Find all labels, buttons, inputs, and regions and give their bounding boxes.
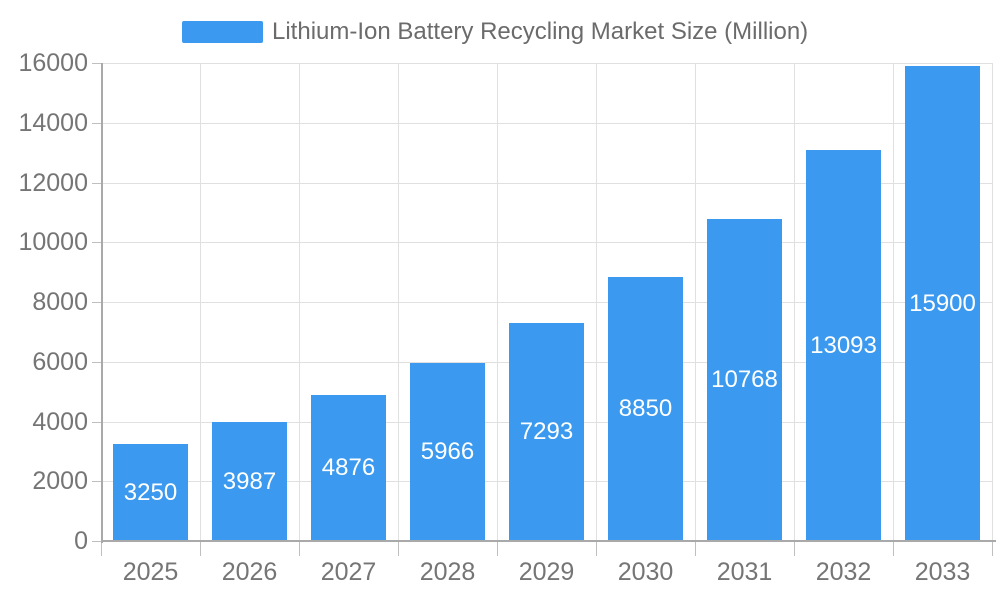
bar-value-label: 10768 <box>711 366 778 393</box>
x-gridline <box>299 63 300 541</box>
y-axis-tick <box>92 481 101 482</box>
y-gridline <box>101 242 992 243</box>
bar-value-label: 15900 <box>909 289 976 317</box>
bar-value-label: 4876 <box>321 454 376 481</box>
x-axis-tick <box>497 542 498 556</box>
x-axis-label: 2033 <box>914 558 971 586</box>
bar-2032[interactable]: 13093 <box>806 150 881 541</box>
bar-value-label: 5966 <box>420 438 475 465</box>
x-axis-tick <box>794 542 795 556</box>
x-axis-label: 2027 <box>320 558 377 586</box>
y-gridline <box>101 183 992 184</box>
bar-2026[interactable]: 3987 <box>212 422 287 541</box>
y-axis-label: 16000 <box>18 49 88 77</box>
x-axis-tick <box>992 542 993 556</box>
y-axis-label: 6000 <box>32 348 88 376</box>
x-gridline <box>695 63 696 541</box>
x-gridline <box>596 63 597 541</box>
x-axis-tick <box>695 542 696 556</box>
y-axis-label: 4000 <box>32 408 88 436</box>
legend-label: Lithium-Ion Battery Recycling Market Siz… <box>272 18 809 45</box>
y-axis-tick <box>92 183 101 184</box>
x-axis-label: 2032 <box>815 558 872 586</box>
x-axis-tick <box>101 542 102 556</box>
bar-2029[interactable]: 7293 <box>509 323 584 541</box>
x-gridline <box>398 63 399 541</box>
y-axis-line <box>101 63 103 543</box>
y-axis-tick <box>92 123 101 124</box>
x-axis-label: 2028 <box>419 558 476 586</box>
x-gridline <box>200 63 201 541</box>
x-axis-label: 2026 <box>221 558 278 586</box>
y-axis-tick <box>92 302 101 303</box>
x-axis-tick <box>200 542 201 556</box>
bar-value-label: 8850 <box>618 395 673 422</box>
y-gridline <box>101 123 992 124</box>
x-axis-label: 2031 <box>716 558 773 586</box>
y-axis-label: 14000 <box>18 109 88 137</box>
x-axis-label: 2025 <box>122 558 179 586</box>
legend-swatch <box>182 21 263 43</box>
bar-2027[interactable]: 4876 <box>311 395 386 541</box>
y-axis-label: 12000 <box>18 169 88 197</box>
x-axis-label: 2029 <box>518 558 575 586</box>
x-axis-line <box>101 540 996 542</box>
y-axis-tick <box>92 63 101 64</box>
y-axis-label: 2000 <box>32 467 88 495</box>
x-axis-tick <box>299 542 300 556</box>
y-gridline <box>101 302 992 303</box>
legend-item[interactable]: Lithium-Ion Battery Recycling Market Siz… <box>182 16 808 48</box>
x-gridline <box>893 63 894 541</box>
y-axis-tick <box>92 242 101 243</box>
bar-2030[interactable]: 8850 <box>608 277 683 541</box>
y-axis-tick <box>92 541 101 542</box>
x-axis-label: 2030 <box>617 558 674 586</box>
x-gridline <box>794 63 795 541</box>
x-axis-tick <box>398 542 399 556</box>
bar-value-label: 3987 <box>222 467 277 495</box>
y-gridline <box>101 63 992 64</box>
x-axis-tick <box>893 542 894 556</box>
y-axis-tick <box>92 422 101 423</box>
x-gridline <box>992 63 993 541</box>
y-axis-label: 8000 <box>32 288 88 316</box>
y-axis-label: 0 <box>74 527 88 555</box>
bar-2031[interactable]: 10768 <box>707 219 782 541</box>
x-axis-tick <box>596 542 597 556</box>
bar-value-label: 13093 <box>810 331 877 359</box>
bar-2028[interactable]: 5966 <box>410 363 485 541</box>
bar-2033[interactable]: 15900 <box>905 66 980 541</box>
bar-2025[interactable]: 3250 <box>113 444 188 541</box>
x-gridline <box>497 63 498 541</box>
bar-value-label: 3250 <box>123 478 178 506</box>
y-axis-tick <box>92 362 101 363</box>
bar-value-label: 7293 <box>519 418 574 445</box>
y-axis-label: 10000 <box>18 228 88 256</box>
